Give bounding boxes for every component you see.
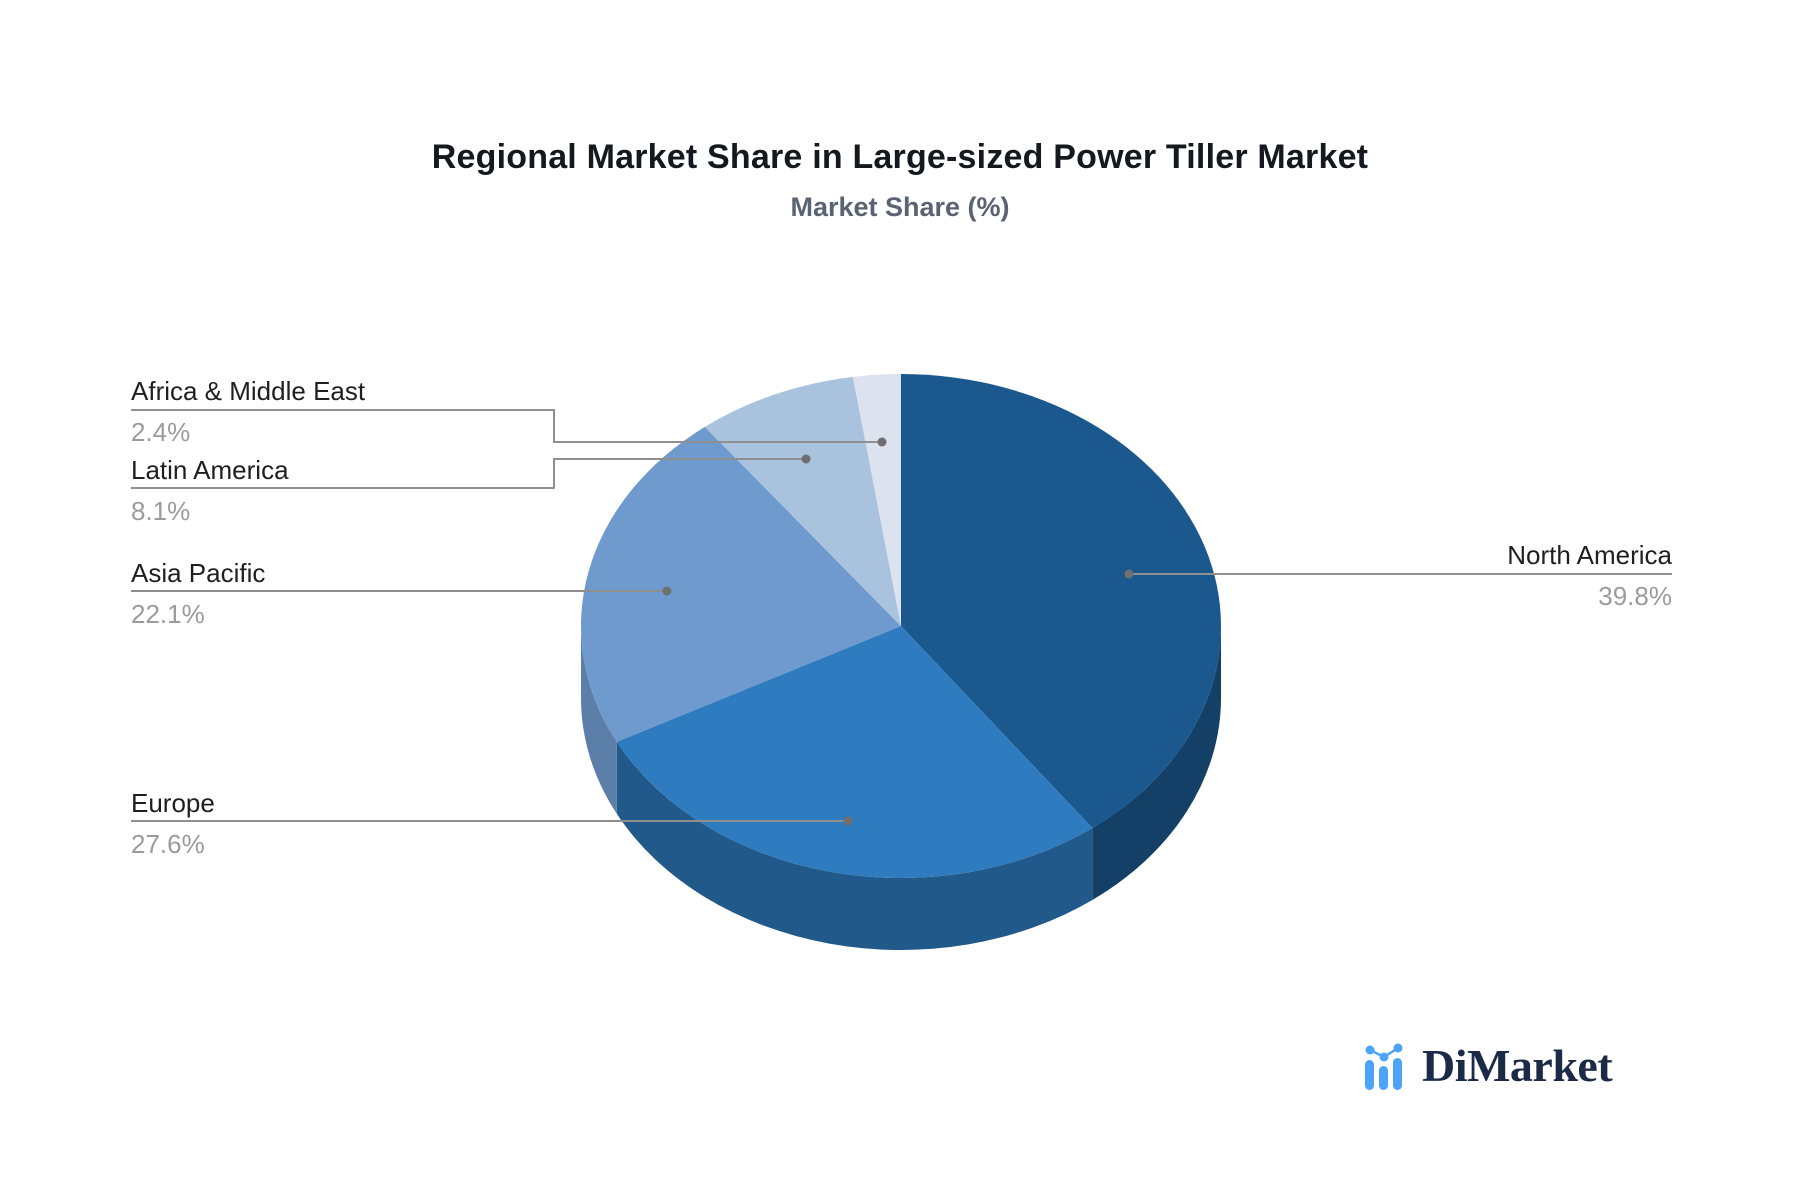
pie-slice-europe xyxy=(616,626,1093,878)
pie-slice-side-europe xyxy=(616,741,1093,950)
callout-label: Latin America xyxy=(131,455,289,485)
callout-dot-north-america xyxy=(1124,569,1134,579)
callout-dots xyxy=(662,437,1134,826)
mini-bar-line-chart-icon xyxy=(1365,1043,1403,1090)
callout-percent: 8.1% xyxy=(131,496,191,526)
page-subtitle: Market Share (%) xyxy=(790,192,1010,222)
pie-slice-africa-middle-east xyxy=(852,374,901,626)
callout-dot-europe xyxy=(843,816,853,826)
callout-connectors xyxy=(131,409,1672,822)
pie-depth-sides xyxy=(581,626,1221,950)
callout-dot-asia-pacific xyxy=(662,586,672,596)
callout-percent: 2.4% xyxy=(131,417,191,447)
pie-slice-latin-america xyxy=(704,376,901,626)
callout-percent: 39.8% xyxy=(1598,581,1672,611)
callout-line-africa-middle-east xyxy=(131,409,878,443)
brand-logo: DiMarket xyxy=(1363,1038,1613,1094)
pie-slices xyxy=(581,374,1221,878)
callout-dot-africa-middle-east xyxy=(877,437,887,447)
brand-name: DiMarket xyxy=(1422,1040,1613,1091)
callout-percent: 27.6% xyxy=(131,829,205,859)
callout-asia-pacific: Asia Pacific 22.1% xyxy=(131,556,265,628)
callout-label: Africa & Middle East xyxy=(131,376,366,406)
pie-slice-asia-pacific xyxy=(581,426,901,742)
pie-slice-side-asia-pacific xyxy=(581,626,617,814)
callout-north-america: North America 39.8% xyxy=(1507,538,1672,610)
callout-europe: Europe 27.6% xyxy=(131,786,215,858)
callout-label: North America xyxy=(1507,540,1672,570)
callout-label: Europe xyxy=(131,788,215,818)
callout-label: Asia Pacific xyxy=(131,558,266,588)
page-title: Regional Market Share in Large-sized Pow… xyxy=(431,138,1369,176)
callout-africa-middle-east: Africa & Middle East 2.4% xyxy=(131,374,365,446)
pie-slice-north-america xyxy=(901,374,1221,828)
callout-dot-latin-america xyxy=(801,454,811,464)
callout-percent: 22.1% xyxy=(131,599,205,629)
pie-slice-side-north-america xyxy=(1092,626,1221,900)
callout-latin-america: Latin America 8.1% xyxy=(131,453,289,525)
callout-line-latin-america xyxy=(131,458,802,489)
